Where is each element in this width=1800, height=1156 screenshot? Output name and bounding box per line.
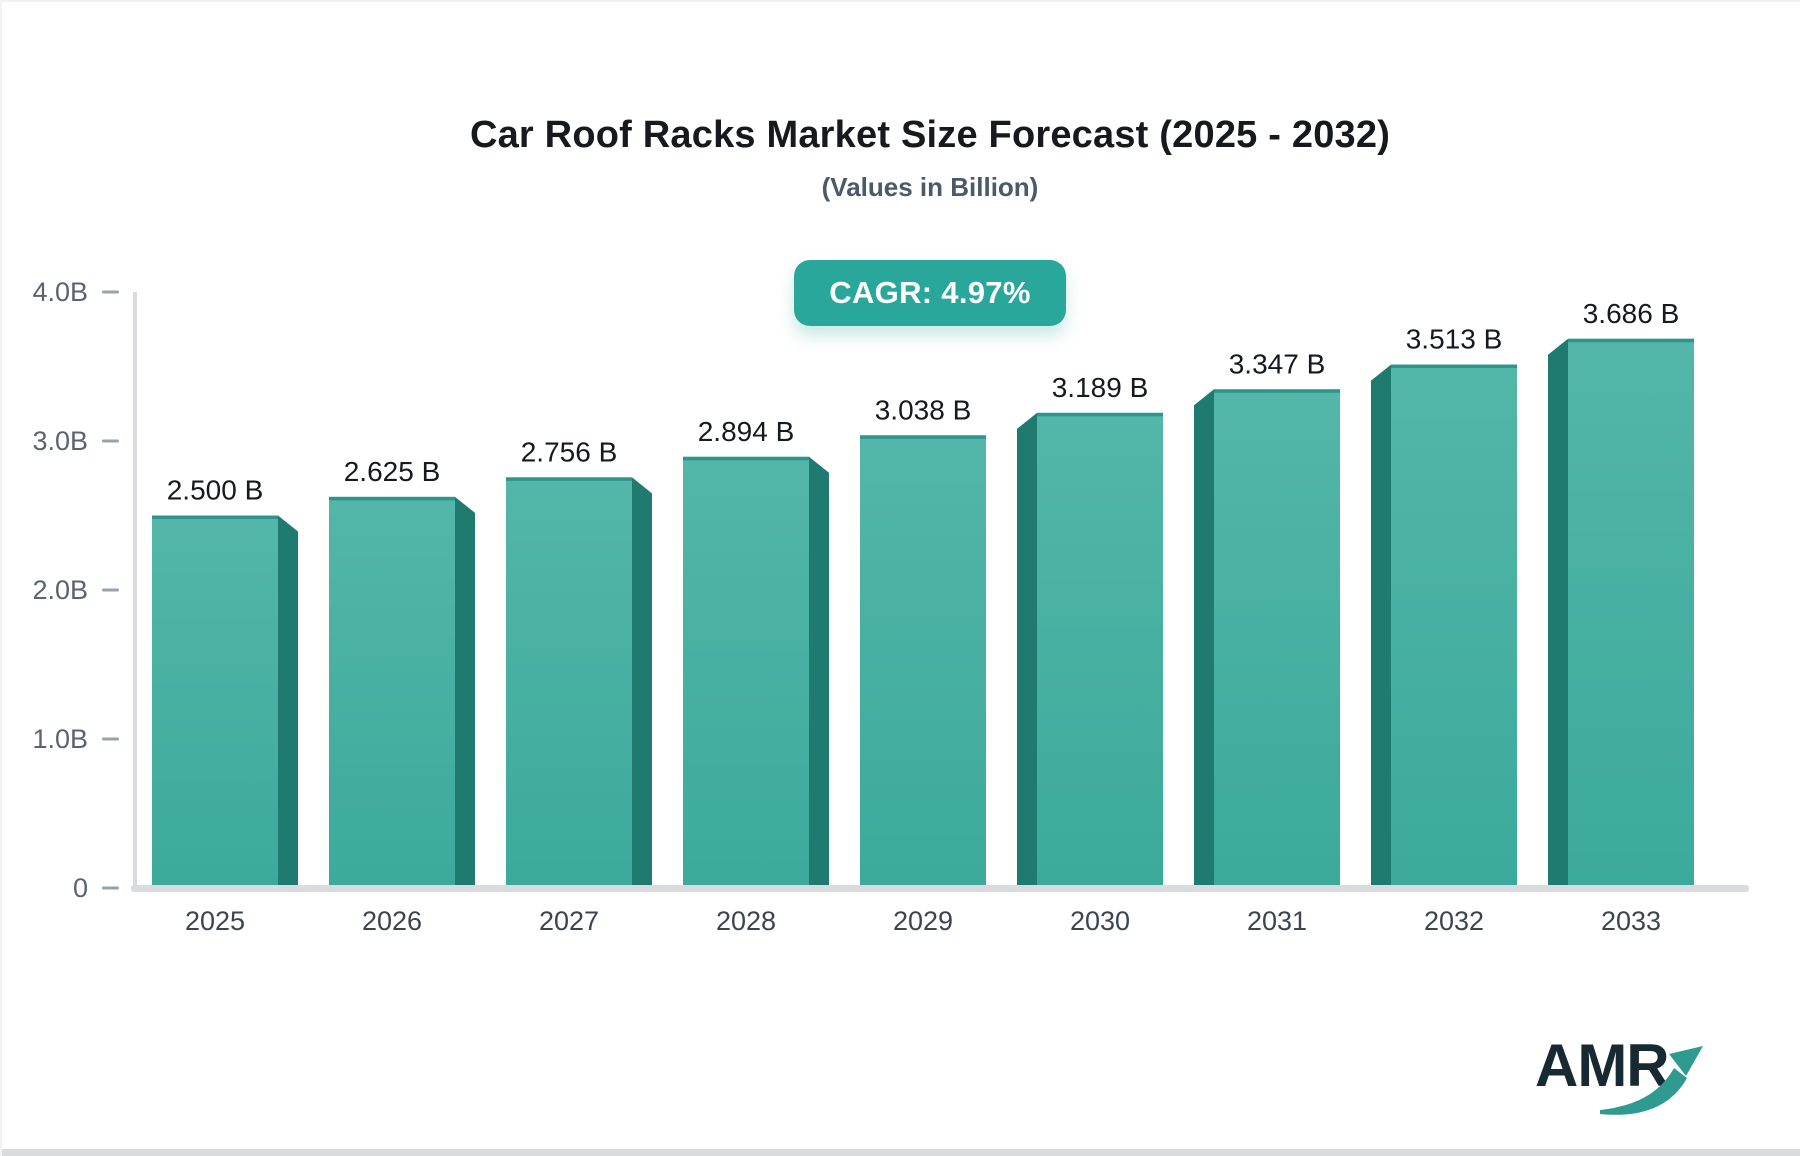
- x-tick-label: 2027: [539, 906, 599, 936]
- x-tick-label: 2033: [1601, 906, 1661, 936]
- bar-top-edge: [860, 435, 986, 439]
- x-tick-label: 2025: [185, 906, 245, 936]
- bar-value-label: 3.038 B: [875, 394, 972, 425]
- bar-side-shade: [1371, 364, 1391, 887]
- bar: [1568, 338, 1694, 887]
- y-tick-dash: [102, 290, 119, 294]
- bar-side-shade: [278, 515, 298, 887]
- bar-value-label: 3.513 B: [1406, 324, 1503, 355]
- bar-side-shade: [632, 477, 652, 887]
- bar: [152, 515, 278, 887]
- bar-value-label: 3.189 B: [1052, 372, 1149, 403]
- x-tick-label: 2029: [893, 906, 953, 936]
- bar-value-label: 2.894 B: [698, 416, 795, 447]
- bar-side-shade: [809, 456, 829, 887]
- bar: [860, 435, 986, 887]
- bar: [1391, 364, 1517, 887]
- y-tick-label: 3.0B: [32, 426, 88, 456]
- cagr-badge: CAGR: 4.97%: [794, 260, 1066, 326]
- bar-value-label: 2.756 B: [521, 436, 618, 467]
- bar-top-edge: [683, 456, 809, 461]
- y-tick-label: 0: [73, 873, 88, 903]
- bar: [683, 456, 809, 887]
- x-tick-label: 2030: [1070, 906, 1130, 936]
- amr-logo-arrow-icon: [1600, 1046, 1703, 1115]
- chart-title: Car Roof Racks Market Size Forecast (202…: [469, 114, 1391, 156]
- y-tick-label: 2.0B: [32, 575, 88, 605]
- chart-subtitle: (Values in Billion): [821, 172, 1039, 202]
- y-tick-dash: [102, 886, 119, 890]
- bar-top-edge: [1391, 364, 1517, 369]
- bar-top-edge: [1214, 389, 1340, 393]
- bar-value-label: 3.686 B: [1583, 298, 1680, 329]
- bar-top-edge: [329, 496, 455, 501]
- bar: [506, 477, 632, 887]
- x-axis-line: [131, 885, 1749, 892]
- y-tick-dash: [102, 588, 119, 592]
- page-bottom-edge: [2, 1149, 1800, 1156]
- bar: [1037, 412, 1163, 887]
- bar-top-edge: [506, 477, 632, 481]
- bar-top-edge: [1568, 338, 1694, 343]
- bar-side-shade: [1017, 412, 1037, 887]
- bar-side-shade: [455, 496, 475, 887]
- bar: [1214, 389, 1340, 887]
- x-tick-label: 2032: [1424, 906, 1484, 936]
- amr-logo: AMR: [1502, 1020, 1722, 1132]
- y-tick-label: 1.0B: [32, 724, 88, 754]
- bar-value-label: 3.347 B: [1229, 348, 1326, 379]
- y-tick-label: 4.0B: [32, 277, 88, 307]
- y-tick-dash: [102, 737, 119, 741]
- bar-value-label: 2.500 B: [167, 475, 264, 506]
- y-tick-dash: [102, 439, 119, 443]
- y-axis-line: [133, 292, 137, 892]
- bar-top-edge: [1037, 412, 1163, 417]
- bar-value-label: 2.625 B: [344, 456, 441, 487]
- bar: [329, 496, 455, 887]
- bar-top-edge: [152, 515, 278, 519]
- x-tick-label: 2026: [362, 906, 422, 936]
- bar-side-shade: [1548, 338, 1568, 887]
- amr-logo-text: AMR: [1535, 1032, 1670, 1099]
- x-tick-label: 2031: [1247, 906, 1307, 936]
- x-tick-label: 2028: [716, 906, 776, 936]
- bar-side-shade: [1194, 389, 1214, 887]
